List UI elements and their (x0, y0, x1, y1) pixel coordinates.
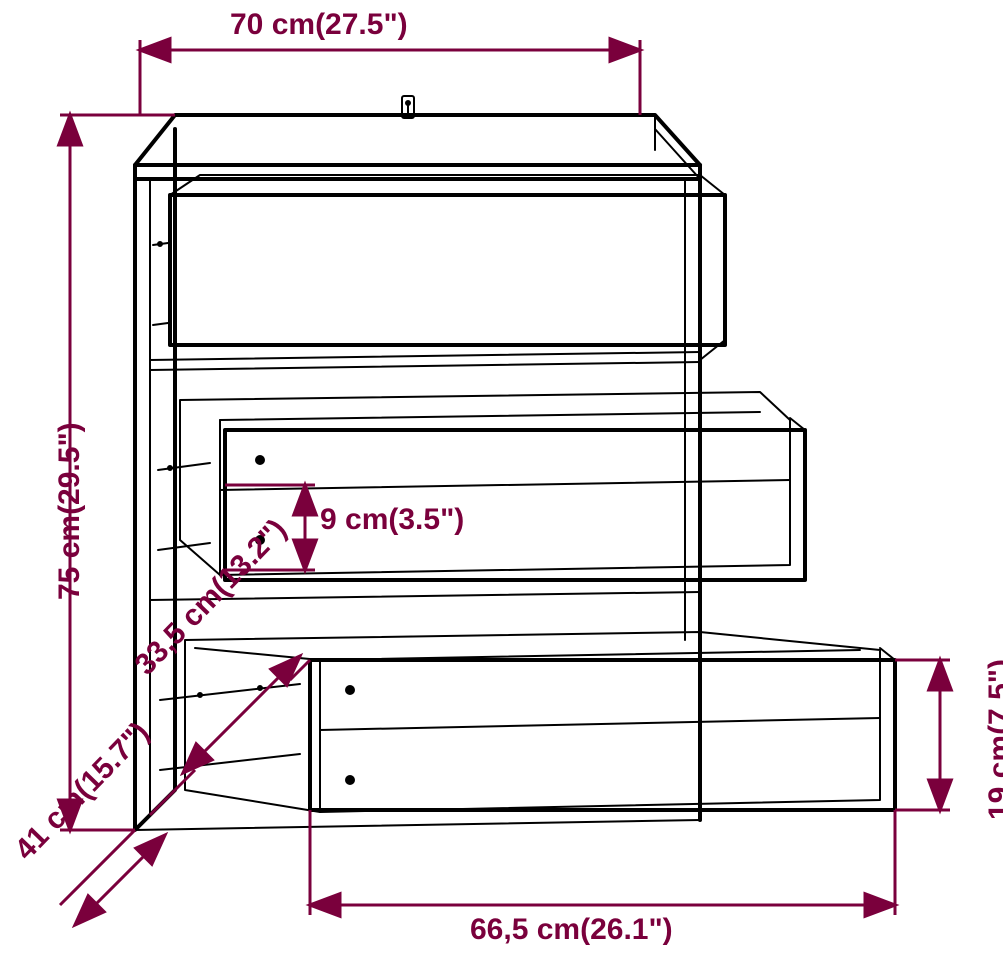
dimension-drawing (0, 0, 1003, 972)
drawer-top (153, 175, 725, 360)
label-height-left: 75 cm(29.5") (55, 422, 85, 600)
drawer-bottom (160, 632, 895, 812)
label-front-height: 19 cm(7.5") (985, 659, 1003, 820)
label-inner-9: 9 cm(3.5") (320, 505, 464, 535)
label-width-top: 70 cm(27.5") (230, 10, 408, 40)
dim-drawer-pull (175, 656, 310, 790)
dim-width-top (140, 40, 640, 115)
label-front-width: 66,5 cm(26.1") (470, 915, 673, 945)
dim-front-height (895, 660, 950, 810)
cabinet-body (135, 96, 895, 830)
